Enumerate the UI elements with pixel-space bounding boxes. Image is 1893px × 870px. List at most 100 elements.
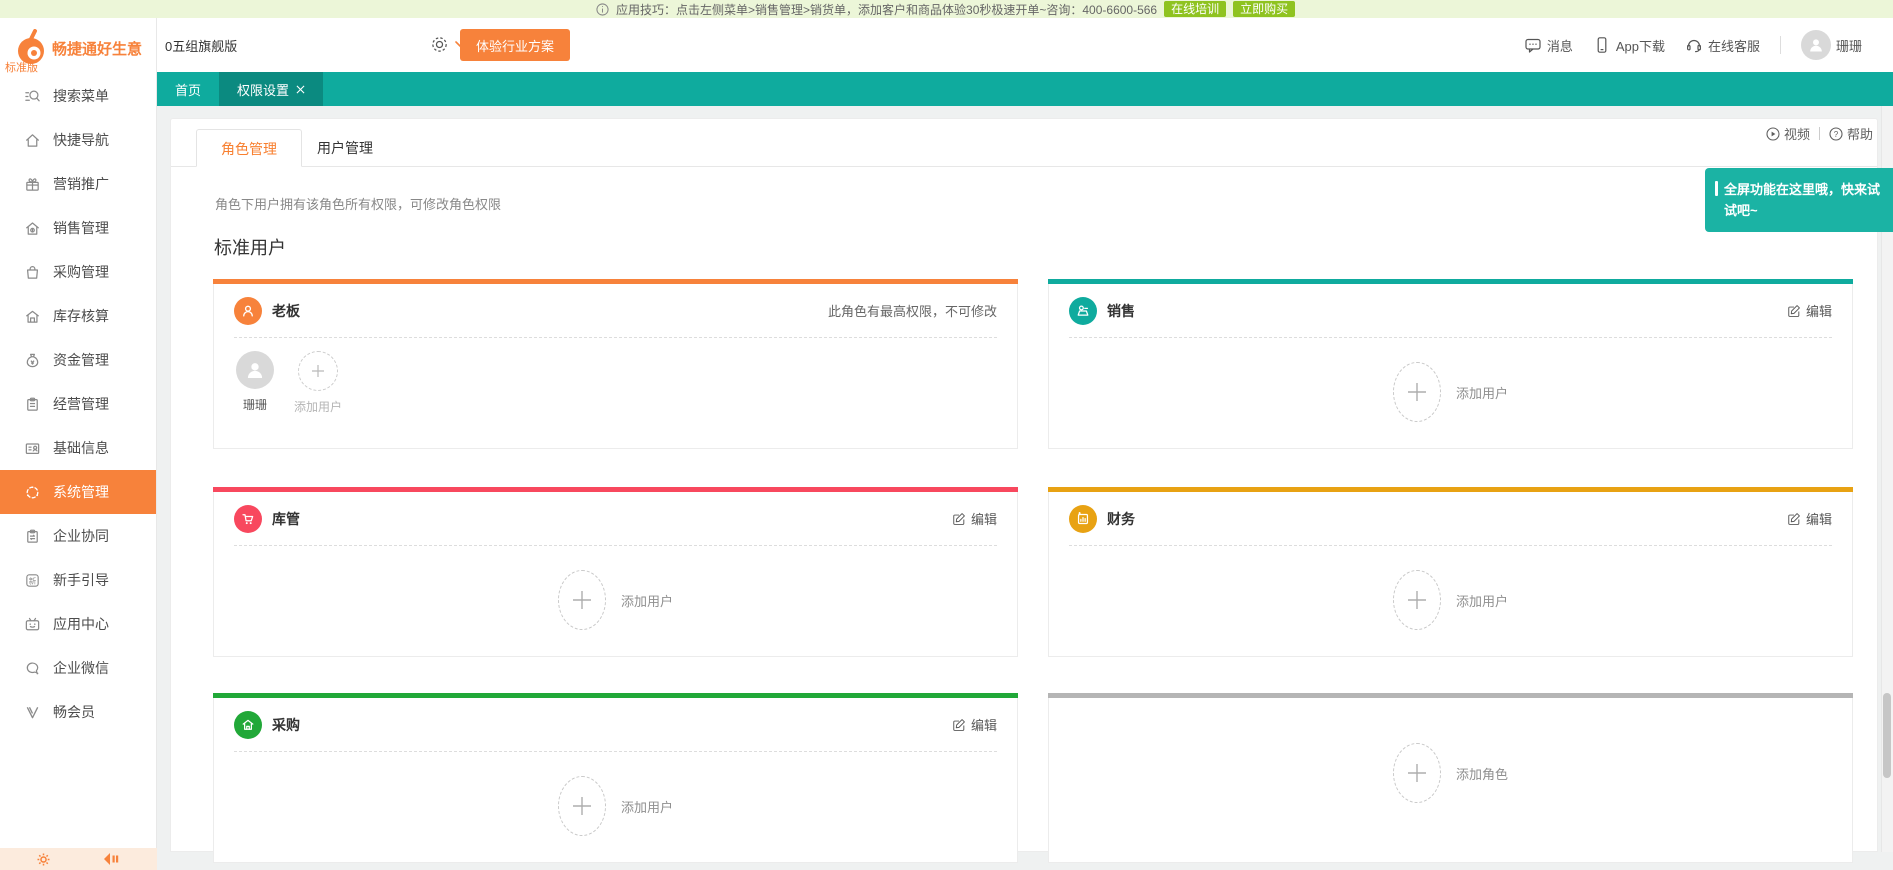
tab-user-management[interactable]: 用户管理 — [317, 140, 373, 156]
divider — [1779, 36, 1781, 54]
card-accent-bar — [213, 693, 1018, 698]
role-card-boss: 老板 此角色有最高权限，不可修改 珊珊 添加用户 — [213, 279, 1018, 449]
headset-icon — [1686, 39, 1701, 53]
online-support-button[interactable]: 在线客服 — [1685, 36, 1760, 55]
info-icon — [596, 2, 609, 16]
sidebar-item-base-info[interactable]: 基础信息 — [0, 426, 156, 470]
tab-permission-settings[interactable]: 权限设置 — [219, 72, 324, 106]
tip-text: 应用技巧：点击左侧菜单>销售管理>销货单，添加客户和商品体验30秒极速开单~咨询… — [616, 2, 1158, 17]
sidebar-item-search-menu[interactable]: 搜索菜单 — [0, 74, 156, 118]
role-card-finance: 财务 编辑 添加用户 — [1048, 487, 1853, 657]
collapse-sidebar-icon[interactable] — [103, 852, 119, 866]
plus-icon — [572, 797, 591, 815]
sidebar-item-system-management[interactable]: 系统管理 — [0, 470, 156, 514]
sidebar: 畅捷通好生意 标准版 搜索菜单 快捷导航 营销推广 销售管理 采购管理 库存核算 — [0, 18, 157, 870]
finance-role-icon — [1069, 504, 1097, 533]
scrollbar-track[interactable] — [1881, 106, 1893, 852]
role-name: 销售 — [1107, 302, 1135, 319]
card-accent-bar — [1048, 279, 1853, 284]
settings-gear-icon[interactable] — [430, 35, 449, 54]
message-icon — [1525, 38, 1541, 53]
system-icon — [26, 485, 39, 498]
tab-home[interactable]: 首页 — [175, 82, 202, 98]
role-name: 财务 — [1107, 510, 1135, 527]
close-tab-icon[interactable] — [296, 85, 305, 94]
svg-text:新: 新 — [29, 575, 37, 585]
account-selector[interactable]: 0五组旗舰版 — [165, 18, 469, 72]
role-name: 采购 — [272, 716, 300, 733]
edition-badge: 标准版 — [5, 62, 38, 74]
divider — [1818, 127, 1820, 140]
sidebar-item-beginner-guide[interactable]: 新 新手引导 — [0, 558, 156, 602]
role-name: 老板 — [272, 302, 300, 319]
add-role-button[interactable] — [1392, 743, 1441, 803]
edit-role-button[interactable]: 编辑 — [1787, 509, 1832, 528]
question-circle-icon: ? — [1829, 126, 1843, 141]
username: 珊珊 — [1835, 38, 1862, 54]
account-name: 0五组旗舰版 — [165, 38, 238, 54]
home-icon — [25, 133, 40, 147]
id-card-icon — [25, 442, 40, 454]
scrollbar-thumb[interactable] — [1883, 693, 1891, 778]
plus-icon — [1407, 383, 1426, 401]
help-link[interactable]: ? 帮助 — [1829, 124, 1873, 143]
user-menu[interactable]: 珊珊 — [1800, 30, 1862, 60]
user-chip[interactable]: 珊珊 — [236, 351, 274, 415]
sidebar-item-inventory[interactable]: 库存核算 — [0, 294, 156, 338]
tab-role-management[interactable]: 角色管理 — [196, 129, 302, 167]
sidebar-item-quick-nav[interactable]: 快捷导航 — [0, 118, 156, 162]
tab-row-divider — [171, 166, 1877, 167]
purchasing-role-icon — [234, 710, 262, 739]
card-accent-bar — [213, 487, 1018, 492]
sidebar-item-marketing[interactable]: 营销推广 — [0, 162, 156, 206]
add-user-button[interactable] — [1392, 362, 1441, 422]
role-card-purchasing: 采购 编辑 添加用户 — [213, 693, 1018, 863]
online-training-button[interactable]: 在线培训 — [1164, 1, 1227, 17]
add-user-button[interactable] — [1392, 570, 1441, 630]
header: 0五组旗舰版 体验行业方案 消息 App下载 在线客服 珊珊 — [0, 18, 1893, 72]
shopping-bag-icon — [26, 265, 39, 279]
role-name: 库管 — [272, 510, 300, 527]
clipboard-icon — [27, 397, 38, 411]
add-user-button[interactable]: 添加用户 — [294, 351, 342, 415]
plus-icon — [572, 591, 591, 609]
messages-button[interactable]: 消息 — [1524, 36, 1573, 55]
app-download-button[interactable]: App下载 — [1593, 36, 1665, 55]
sidebar-item-enterprise-collab[interactable]: 企业协同 — [0, 514, 156, 558]
chat-bubble-icon — [26, 662, 39, 674]
boss-role-icon — [234, 296, 262, 325]
sidebar-item-funds[interactable]: 资金管理 — [0, 338, 156, 382]
edit-role-button[interactable]: 编辑 — [1787, 301, 1832, 320]
industry-solution-button[interactable]: 体验行业方案 — [460, 29, 571, 61]
edit-role-button[interactable]: 编辑 — [952, 715, 997, 734]
sidebar-item-member[interactable]: 畅会员 — [0, 690, 156, 734]
sidebar-settings-gear-icon[interactable] — [36, 852, 51, 867]
money-pouch-icon — [26, 353, 39, 367]
edit-pencil-icon — [1788, 304, 1800, 317]
sidebar-item-app-center[interactable]: 应用中心 — [0, 602, 156, 646]
divider — [234, 545, 997, 546]
add-user-button[interactable] — [557, 776, 606, 836]
sidebar-item-operations[interactable]: 经营管理 — [0, 382, 156, 426]
new-badge-icon: 新 — [26, 573, 39, 587]
sidebar-item-wecom[interactable]: 企业微信 — [0, 646, 156, 690]
plus-icon — [1407, 591, 1426, 609]
collab-clipboard-icon — [27, 529, 38, 543]
add-user-button[interactable] — [557, 570, 606, 630]
edit-role-button[interactable]: 编辑 — [952, 509, 997, 528]
play-circle-icon — [1766, 126, 1780, 141]
member-v-icon — [26, 706, 39, 718]
video-link[interactable]: 视频 — [1766, 124, 1810, 143]
divider — [1069, 545, 1832, 546]
add-role-card: 添加角色 — [1048, 693, 1853, 863]
brand-name: 畅捷通好生意 — [52, 41, 143, 58]
card-accent-bar — [213, 279, 1018, 284]
sidebar-item-purchasing[interactable]: 采购管理 — [0, 250, 156, 294]
divider — [234, 337, 997, 338]
buy-now-button[interactable]: 立即购买 — [1233, 1, 1296, 17]
edit-pencil-icon — [953, 718, 965, 731]
avatar — [1800, 30, 1831, 60]
sidebar-item-sales[interactable]: 销售管理 — [0, 206, 156, 250]
role-card-warehouse: 库管 编辑 添加用户 — [213, 487, 1018, 657]
page-tab-bar: 首页 权限设置 S 英 ·, — [0, 72, 1893, 174]
